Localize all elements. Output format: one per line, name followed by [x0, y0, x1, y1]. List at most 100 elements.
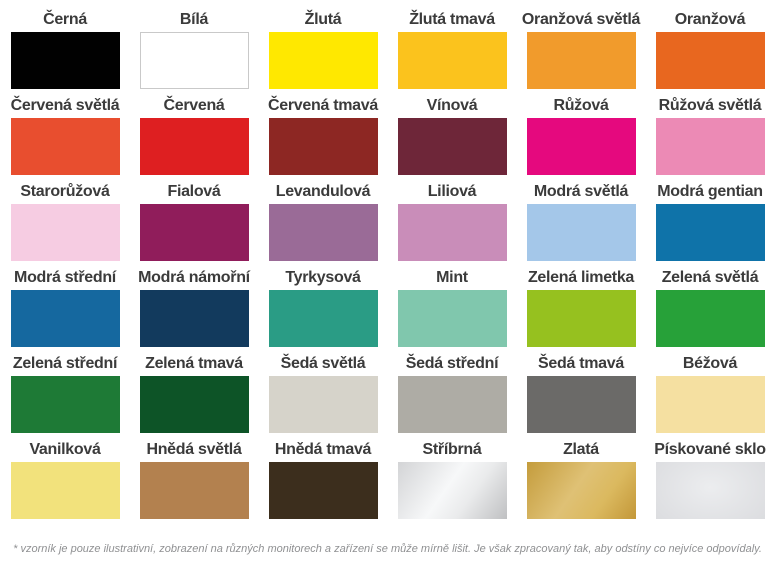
color-swatch — [655, 376, 765, 433]
swatch-label: Hnědá tmavá — [274, 441, 372, 458]
swatch-cell: Zelená limetka — [517, 261, 646, 347]
swatch-label: Modrá světlá — [533, 183, 629, 200]
color-swatch — [655, 32, 765, 89]
swatch-cell: Černá — [1, 3, 130, 89]
color-swatch — [268, 376, 378, 433]
color-swatch — [526, 376, 636, 433]
swatch-cell: Červená světlá — [1, 89, 130, 175]
color-swatch — [526, 204, 636, 261]
swatch-label: Zelená tmavá — [145, 355, 243, 372]
swatch-cell: Červená — [130, 89, 259, 175]
color-swatch — [655, 290, 765, 347]
swatch-cell: Šedá tmavá — [517, 347, 646, 433]
swatch-cell: Žlutá tmavá — [388, 3, 517, 89]
swatch-label: Oranžová — [674, 11, 746, 28]
swatch-label: Oranžová světlá — [521, 11, 641, 28]
swatch-cell: Zelená tmavá — [130, 347, 259, 433]
color-swatch — [268, 290, 378, 347]
color-swatch — [268, 462, 378, 519]
color-swatch — [139, 118, 249, 175]
swatch-cell: Zelená světlá — [646, 261, 775, 347]
swatch-cell: Modrá gentian — [646, 175, 775, 261]
swatch-cell: Modrá střední — [1, 261, 130, 347]
swatch-cell: Modrá světlá — [517, 175, 646, 261]
swatch-cell: Starorůžová — [1, 175, 130, 261]
color-swatch — [526, 462, 636, 519]
footnote: * vzorník je pouze ilustrativní, zobraze… — [13, 543, 762, 555]
color-swatch — [268, 204, 378, 261]
swatch-label: Růžová světlá — [658, 97, 762, 114]
color-swatch — [526, 32, 636, 89]
color-swatch — [397, 32, 507, 89]
swatch-label: Pískované sklo — [654, 441, 766, 458]
swatch-label: Tyrkysová — [285, 269, 361, 286]
swatch-label: Hnědá světlá — [146, 441, 242, 458]
color-swatch — [526, 118, 636, 175]
swatch-label: Fialová — [167, 183, 221, 200]
swatch-label: Žlutá tmavá — [409, 11, 495, 28]
swatch-label: Růžová — [553, 97, 609, 114]
swatch-label: Starorůžová — [20, 183, 110, 200]
swatch-label: Červená — [163, 97, 225, 114]
swatch-cell: Stříbrná — [388, 433, 517, 519]
color-swatch — [10, 462, 120, 519]
swatch-label: Modrá gentian — [657, 183, 763, 200]
swatch-cell: Zlatá — [517, 433, 646, 519]
swatch-cell: Šedá světlá — [259, 347, 388, 433]
color-swatch — [10, 118, 120, 175]
swatch-cell: Žlutá — [259, 3, 388, 89]
swatch-label: Zlatá — [563, 441, 599, 458]
color-swatch — [268, 32, 378, 89]
swatch-cell: Oranžová — [646, 3, 775, 89]
swatch-grid: Černá Bílá Žlutá Žlutá tmavá Oranžová světlá… — [0, 3, 775, 519]
swatch-cell: Vanilková — [1, 433, 130, 519]
color-swatch — [655, 118, 765, 175]
swatch-label: Šedá světlá — [280, 355, 366, 372]
swatch-label: Modrá střední — [14, 269, 116, 286]
swatch-label: Červená světlá — [10, 97, 120, 114]
swatch-label: Modrá námořní — [138, 269, 250, 286]
color-swatch — [397, 118, 507, 175]
color-swatch — [397, 290, 507, 347]
swatch-cell: Modrá námořní — [130, 261, 259, 347]
color-swatch — [397, 462, 507, 519]
swatch-cell: Hnědá tmavá — [259, 433, 388, 519]
color-swatch — [10, 376, 120, 433]
swatch-cell: Zelená střední — [1, 347, 130, 433]
color-swatch — [10, 32, 120, 89]
swatch-label: Šedá tmavá — [538, 355, 624, 372]
swatch-label: Bílá — [179, 11, 209, 28]
color-swatch — [10, 204, 120, 261]
swatch-cell: Růžová světlá — [646, 89, 775, 175]
swatch-cell: Fialová — [130, 175, 259, 261]
swatch-cell: Hnědá světlá — [130, 433, 259, 519]
swatch-cell: Tyrkysová — [259, 261, 388, 347]
swatch-label: Červená tmavá — [268, 97, 378, 114]
swatch-label: Liliová — [427, 183, 477, 200]
color-swatch — [139, 32, 249, 89]
swatch-cell: Bílá — [130, 3, 259, 89]
color-swatch — [139, 376, 249, 433]
swatch-label: Černá — [43, 11, 87, 28]
swatch-cell: Liliová — [388, 175, 517, 261]
swatch-cell: Šedá střední — [388, 347, 517, 433]
swatch-label: Stříbrná — [422, 441, 482, 458]
color-swatch — [268, 118, 378, 175]
swatch-cell: Oranžová světlá — [517, 3, 646, 89]
swatch-cell: Mint — [388, 261, 517, 347]
swatch-label: Žlutá — [304, 11, 342, 28]
color-swatch — [655, 462, 765, 519]
swatch-label: Vanilková — [29, 441, 101, 458]
swatch-cell: Béžová — [646, 347, 775, 433]
swatch-label: Zelená světlá — [661, 269, 759, 286]
color-swatch — [139, 462, 249, 519]
swatch-cell: Růžová — [517, 89, 646, 175]
swatch-label: Levandulová — [275, 183, 371, 200]
swatch-cell: Červená tmavá — [259, 89, 388, 175]
color-swatch — [10, 290, 120, 347]
swatch-label: Šedá střední — [405, 355, 499, 372]
color-swatch — [526, 290, 636, 347]
swatch-label: Zelená střední — [12, 355, 118, 372]
swatch-label: Vínová — [426, 97, 478, 114]
color-swatch — [139, 290, 249, 347]
